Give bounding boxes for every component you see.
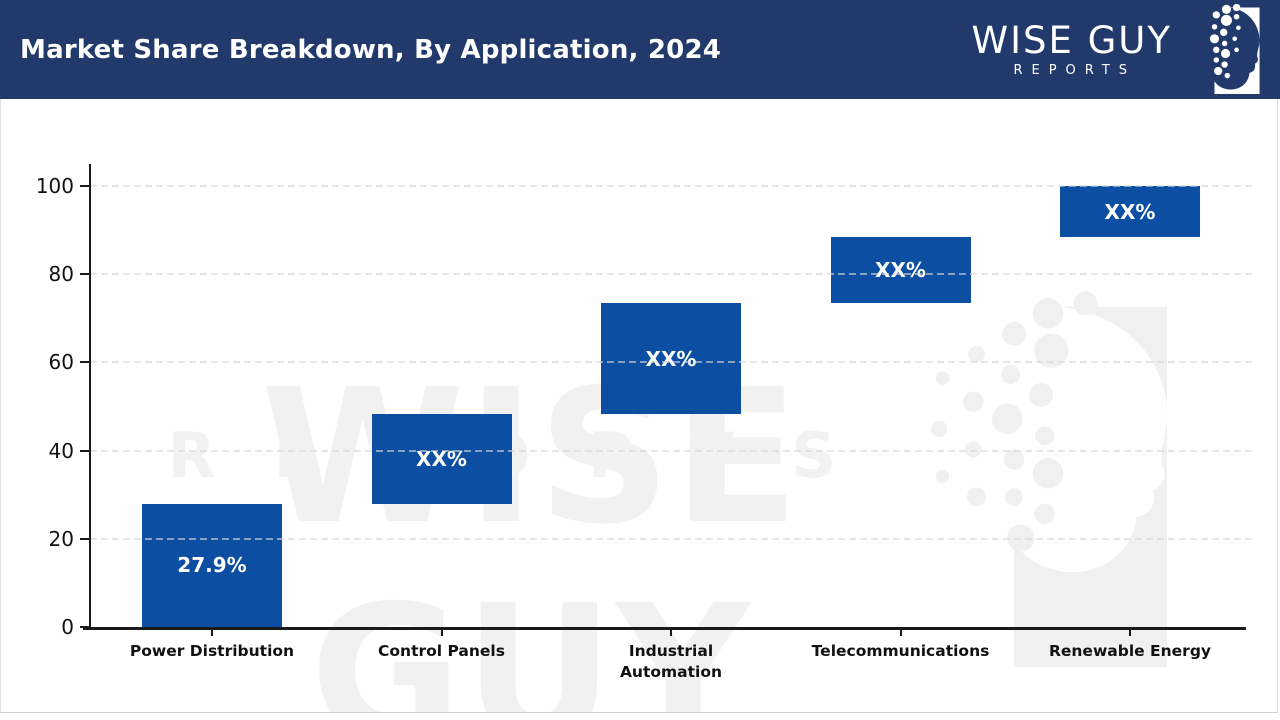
bar-value-label: XX% xyxy=(645,346,697,371)
logo-wordmark: WISE GUY REPORTS xyxy=(972,22,1172,77)
bar-value-label: XX% xyxy=(1104,199,1156,224)
gridline-100 xyxy=(90,185,1253,187)
gridline-60 xyxy=(90,361,1253,364)
y-tick-label: 60 xyxy=(48,350,74,375)
y-tick-label: 20 xyxy=(48,526,74,551)
bar-industrial-automation: XX% xyxy=(601,303,741,414)
x-tick xyxy=(670,627,672,636)
x-axis-label: Industrial Automation xyxy=(619,642,723,681)
x-tick xyxy=(440,627,443,636)
plot: 27.9% Power Distribution XX% Control Panels… xyxy=(1,99,1277,712)
chart-area: WISE GUY REPORTS 27.9% P xyxy=(0,99,1278,713)
page-title: Market Share Breakdown, By Application, … xyxy=(20,34,722,65)
gridline-40 xyxy=(90,449,1253,452)
watermark-head-icon xyxy=(861,189,1201,673)
y-tick-label: 100 xyxy=(35,174,74,198)
bar-value-label: 27.9% xyxy=(177,553,247,578)
y-tick xyxy=(80,361,89,364)
bar-renewable-energy: XX% xyxy=(1060,186,1200,238)
logo-line1: WISE GUY xyxy=(971,19,1172,62)
bar-telecommunications: XX% xyxy=(830,237,971,304)
y-tick-label: 40 xyxy=(48,438,74,463)
y-tick xyxy=(80,537,89,540)
y-tick-label: 80 xyxy=(48,262,74,287)
bar-control-panels: XX% xyxy=(371,413,512,504)
bar-power-distribution: 27.9% xyxy=(142,503,282,627)
y-axis-line xyxy=(89,163,91,629)
y-tick xyxy=(80,273,89,276)
gridline-80 xyxy=(90,273,1253,276)
wiseguy-logo: WISE GUY REPORTS xyxy=(972,2,1266,98)
x-axis-label: Renewable Energy xyxy=(1048,642,1212,660)
bar-value-label: XX% xyxy=(875,258,926,283)
x-tick xyxy=(211,627,213,636)
x-tick xyxy=(899,627,902,636)
wiseguy-head-logo-icon xyxy=(1174,2,1266,98)
x-axis-label: Control Panels xyxy=(378,642,505,660)
logo-line2: REPORTS xyxy=(1013,63,1137,78)
x-axis-label: Telecommunications xyxy=(811,642,990,660)
header: Market Share Breakdown, By Application, … xyxy=(0,0,1280,99)
x-axis-line xyxy=(83,627,1246,630)
y-tick-label: 0 xyxy=(61,615,74,639)
x-tick xyxy=(1129,627,1131,636)
y-tick xyxy=(80,185,89,187)
gridline-20 xyxy=(90,537,1253,540)
y-tick xyxy=(80,449,89,452)
x-axis-label: Power Distribution xyxy=(129,642,295,660)
